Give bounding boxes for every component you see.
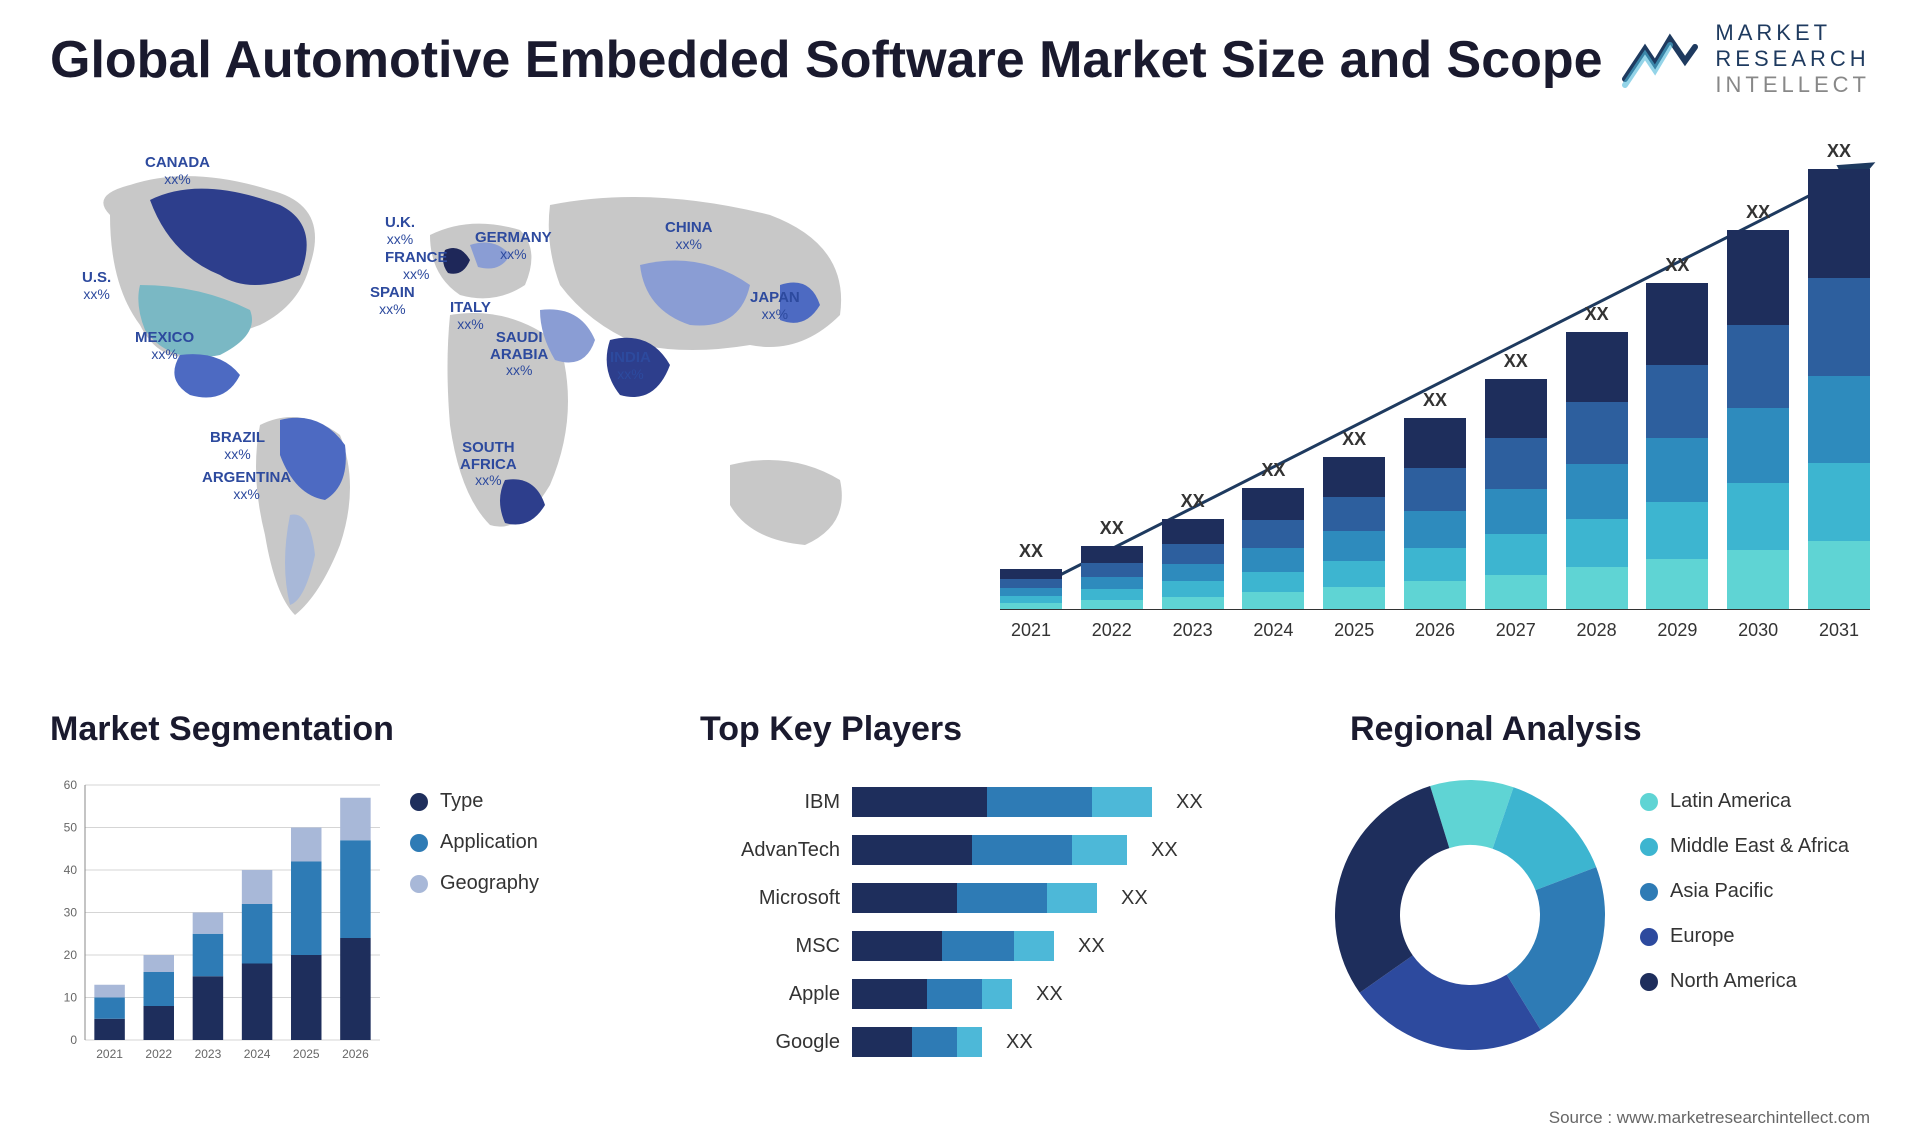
player-row: GoogleXX (700, 1018, 1260, 1066)
svg-text:0: 0 (70, 1033, 77, 1047)
map-label: INDIAxx% (610, 350, 651, 383)
regional-title: Regional Analysis (1350, 710, 1642, 749)
growth-bar: XX2021 (1000, 569, 1062, 609)
player-row: AdvanTechXX (700, 826, 1260, 874)
growth-bar: XX2029 (1646, 283, 1708, 609)
legend-item: Asia Pacific (1640, 880, 1849, 903)
logo-text: MARKET RESEARCH INTELLECT (1715, 20, 1870, 98)
map-label: GERMANYxx% (475, 230, 552, 263)
growth-bar: XX2031 (1808, 169, 1870, 609)
brand-logo: MARKET RESEARCH INTELLECT (1620, 20, 1870, 98)
growth-bar: XX2028 (1566, 332, 1628, 609)
map-label: SOUTHAFRICAxx% (460, 440, 517, 490)
growth-bar: XX2023 (1162, 519, 1224, 609)
map-label: CANADAxx% (145, 155, 210, 188)
growth-bar: XX2025 (1323, 457, 1385, 609)
segmentation-legend: Type Application Geography (410, 790, 539, 895)
growth-bar: XX2030 (1727, 230, 1789, 609)
legend-item: Application (410, 831, 539, 854)
regional-donut (1330, 775, 1610, 1055)
segmentation-title: Market Segmentation (50, 710, 394, 749)
svg-text:2021: 2021 (96, 1047, 123, 1061)
growth-bar: XX2027 (1485, 379, 1547, 609)
legend-item: North America (1640, 970, 1849, 993)
player-row: MSCXX (700, 922, 1260, 970)
svg-text:2022: 2022 (145, 1047, 172, 1061)
player-row: IBMXX (700, 778, 1260, 826)
legend-item: Geography (410, 872, 539, 895)
players-chart: IBMXXAdvanTechXXMicrosoftXXMSCXXAppleXXG… (700, 778, 1260, 1066)
svg-text:2026: 2026 (342, 1047, 369, 1061)
page-title: Global Automotive Embedded Software Mark… (50, 30, 1603, 90)
growth-chart: XX2021 XX2022 XX2023 XX2024 XX2025 XX2026 XX20… (1000, 145, 1870, 655)
svg-text:30: 30 (64, 906, 78, 920)
svg-text:20: 20 (64, 948, 78, 962)
map-label: BRAZILxx% (210, 430, 265, 463)
svg-text:50: 50 (64, 821, 78, 835)
map-label: JAPANxx% (750, 290, 800, 323)
regional-legend: Latin America Middle East & Africa Asia Pa… (1640, 790, 1849, 993)
svg-text:2025: 2025 (293, 1047, 320, 1061)
growth-bar: XX2026 (1404, 418, 1466, 609)
growth-bar: XX2024 (1242, 488, 1304, 609)
map-label: SPAINxx% (370, 285, 415, 318)
legend-item: Type (410, 790, 539, 813)
player-row: MicrosoftXX (700, 874, 1260, 922)
legend-item: Europe (1640, 925, 1849, 948)
map-label: U.K.xx% (385, 215, 415, 248)
segmentation-chart: 0 10 20 30 40 50 60 2021 2022 2023 2024 2025 2026 (50, 775, 390, 1075)
svg-text:40: 40 (64, 863, 78, 877)
legend-item: Middle East & Africa (1640, 835, 1849, 858)
map-label: U.S.xx% (82, 270, 111, 303)
svg-text:60: 60 (64, 778, 78, 792)
svg-text:2023: 2023 (195, 1047, 222, 1061)
source-text: Source : www.marketresearchintellect.com (1549, 1108, 1870, 1128)
svg-text:10: 10 (64, 991, 78, 1005)
map-label: ITALYxx% (450, 300, 491, 333)
map-label: SAUDIARABIAxx% (490, 330, 548, 380)
player-row: AppleXX (700, 970, 1260, 1018)
world-map: CANADAxx% U.S.xx% MEXICOxx% BRAZILxx% ARGENT… (50, 155, 970, 675)
growth-bar: XX2022 (1081, 546, 1143, 609)
legend-item: Latin America (1640, 790, 1849, 813)
map-label: ARGENTINAxx% (202, 470, 291, 503)
players-title: Top Key Players (700, 710, 962, 749)
map-label: CHINAxx% (665, 220, 713, 253)
map-label: FRANCExx% (385, 250, 448, 283)
svg-text:2024: 2024 (244, 1047, 271, 1061)
map-label: MEXICOxx% (135, 330, 194, 363)
logo-icon (1620, 29, 1700, 89)
